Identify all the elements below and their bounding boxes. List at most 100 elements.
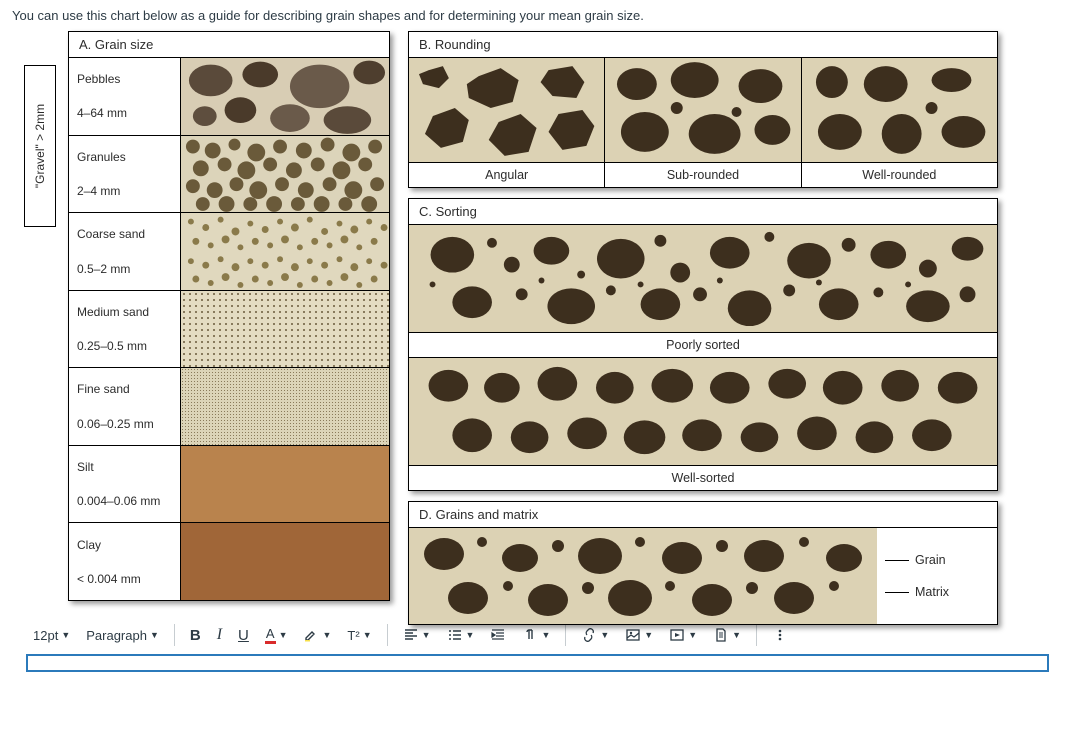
paragraph-select[interactable]: Paragraph ▼: [79, 624, 166, 647]
label-angular: Angular: [409, 163, 605, 187]
row-silt: Silt 0.004–0.06 mm: [69, 446, 389, 524]
grain-name: Granules: [77, 150, 172, 164]
document-icon: [713, 627, 729, 643]
row-pebbles: Pebbles 4–64 mm: [69, 58, 389, 136]
grain-name: Clay: [77, 538, 172, 552]
link-button[interactable]: ▼: [574, 623, 616, 647]
swatch-angular: [409, 58, 605, 162]
grain-chart: "Gravel" > 2mm A. Grain size Pebbles 4–6…: [68, 31, 1047, 601]
grain-range: 0.25–0.5 mm: [77, 339, 172, 353]
swatch-coarse-sand: [181, 213, 389, 290]
swatch-poorly-sorted: [409, 225, 997, 333]
image-icon: [625, 627, 641, 643]
superscript-button[interactable]: T² ▼: [340, 624, 378, 647]
grain-name: Coarse sand: [77, 227, 172, 241]
image-button[interactable]: ▼: [618, 623, 660, 647]
legend-matrix: Matrix: [885, 585, 989, 599]
label-sub-rounded: Sub-rounded: [605, 163, 801, 187]
instruction-text: You can use this chart below as a guide …: [12, 8, 1067, 23]
document-button[interactable]: ▼: [706, 623, 748, 647]
row-medium-sand: Medium sand 0.25–0.5 mm: [69, 291, 389, 369]
grain-range: 0.5–2 mm: [77, 262, 172, 276]
grain-name: Medium sand: [77, 305, 172, 319]
chevron-down-icon: ▼: [322, 630, 331, 640]
more-button[interactable]: [765, 623, 795, 647]
panel-c-title: C. Sorting: [409, 199, 997, 225]
separator: [756, 624, 757, 646]
chevron-down-icon: ▼: [732, 630, 741, 640]
right-column: B. Rounding: [408, 31, 998, 601]
swatch-silt: [181, 446, 389, 523]
row-clay: Clay < 0.004 mm: [69, 523, 389, 600]
bold-button[interactable]: B: [183, 623, 208, 648]
underline-button[interactable]: U: [231, 623, 256, 648]
highlight-button[interactable]: ▼: [296, 623, 338, 647]
chevron-down-icon: ▼: [600, 630, 609, 640]
chevron-down-icon: ▼: [466, 630, 475, 640]
font-size-label: 12pt: [33, 628, 58, 643]
text-color-icon: A: [265, 626, 276, 644]
chevron-down-icon: ▼: [150, 630, 159, 640]
swatch-clay: [181, 523, 389, 600]
text-color-button[interactable]: A ▼: [258, 622, 295, 648]
gravel-bracket: "Gravel" > 2mm: [24, 65, 56, 227]
grains-matrix-legend: Grain Matrix: [877, 528, 997, 624]
separator: [565, 624, 566, 646]
chevron-down-icon: ▼: [688, 630, 697, 640]
list-icon: [447, 627, 463, 643]
grain-name: Pebbles: [77, 72, 172, 86]
legend-grain: Grain: [885, 553, 989, 567]
grain-name: Fine sand: [77, 382, 172, 396]
grain-range: 4–64 mm: [77, 106, 172, 120]
grain-range: < 0.004 mm: [77, 572, 172, 586]
list-button[interactable]: ▼: [440, 623, 482, 647]
chevron-down-icon: ▼: [541, 630, 550, 640]
font-size-select[interactable]: 12pt ▼: [26, 624, 77, 647]
chevron-down-icon: ▼: [363, 630, 372, 640]
grain-name: Silt: [77, 460, 172, 474]
paragraph-label: Paragraph: [86, 628, 147, 643]
panel-d-title: D. Grains and matrix: [409, 502, 997, 528]
direction-button[interactable]: ▼: [515, 623, 557, 647]
label-well-sorted: Well-sorted: [409, 466, 997, 490]
panel-rounding: B. Rounding: [408, 31, 998, 188]
separator: [174, 624, 175, 646]
link-icon: [581, 627, 597, 643]
gravel-bracket-label: "Gravel" > 2mm: [33, 104, 47, 188]
chevron-down-icon: ▼: [279, 630, 288, 640]
panel-a-title: A. Grain size: [69, 32, 389, 58]
align-icon: [403, 627, 419, 643]
swatch-fine-sand: [181, 368, 389, 445]
editor-content-area[interactable]: [26, 654, 1049, 672]
row-fine-sand: Fine sand 0.06–0.25 mm: [69, 368, 389, 446]
media-button[interactable]: ▼: [662, 623, 704, 647]
media-icon: [669, 627, 685, 643]
indent-button[interactable]: [483, 623, 513, 647]
indent-icon: [490, 627, 506, 643]
superscript-label: T²: [347, 628, 359, 643]
more-icon: [772, 627, 788, 643]
swatch-sub-rounded: [605, 58, 801, 162]
swatch-well-rounded: [802, 58, 997, 162]
separator: [387, 624, 388, 646]
swatch-grains-matrix: [409, 528, 877, 624]
italic-button[interactable]: I: [210, 622, 229, 648]
panel-sorting: C. Sorting Poorly sorted: [408, 198, 998, 491]
panel-b-title: B. Rounding: [409, 32, 997, 58]
swatch-granules: [181, 136, 389, 213]
align-button[interactable]: ▼: [396, 623, 438, 647]
swatch-pebbles: [181, 58, 389, 135]
grain-range: 0.004–0.06 mm: [77, 494, 172, 508]
grain-range: 2–4 mm: [77, 184, 172, 198]
panel-grains-matrix: D. Grains and matrix Grain: [408, 501, 998, 625]
label-poorly-sorted: Poorly sorted: [409, 333, 997, 358]
panel-grain-size: A. Grain size Pebbles 4–64 mm: [68, 31, 390, 601]
chevron-down-icon: ▼: [422, 630, 431, 640]
swatch-well-sorted: [409, 358, 997, 466]
chevron-down-icon: ▼: [61, 630, 70, 640]
label-well-rounded: Well-rounded: [802, 163, 997, 187]
swatch-medium-sand: [181, 291, 389, 368]
row-granules: Granules 2–4 mm: [69, 136, 389, 214]
highlight-icon: [303, 627, 319, 643]
direction-icon: [522, 627, 538, 643]
